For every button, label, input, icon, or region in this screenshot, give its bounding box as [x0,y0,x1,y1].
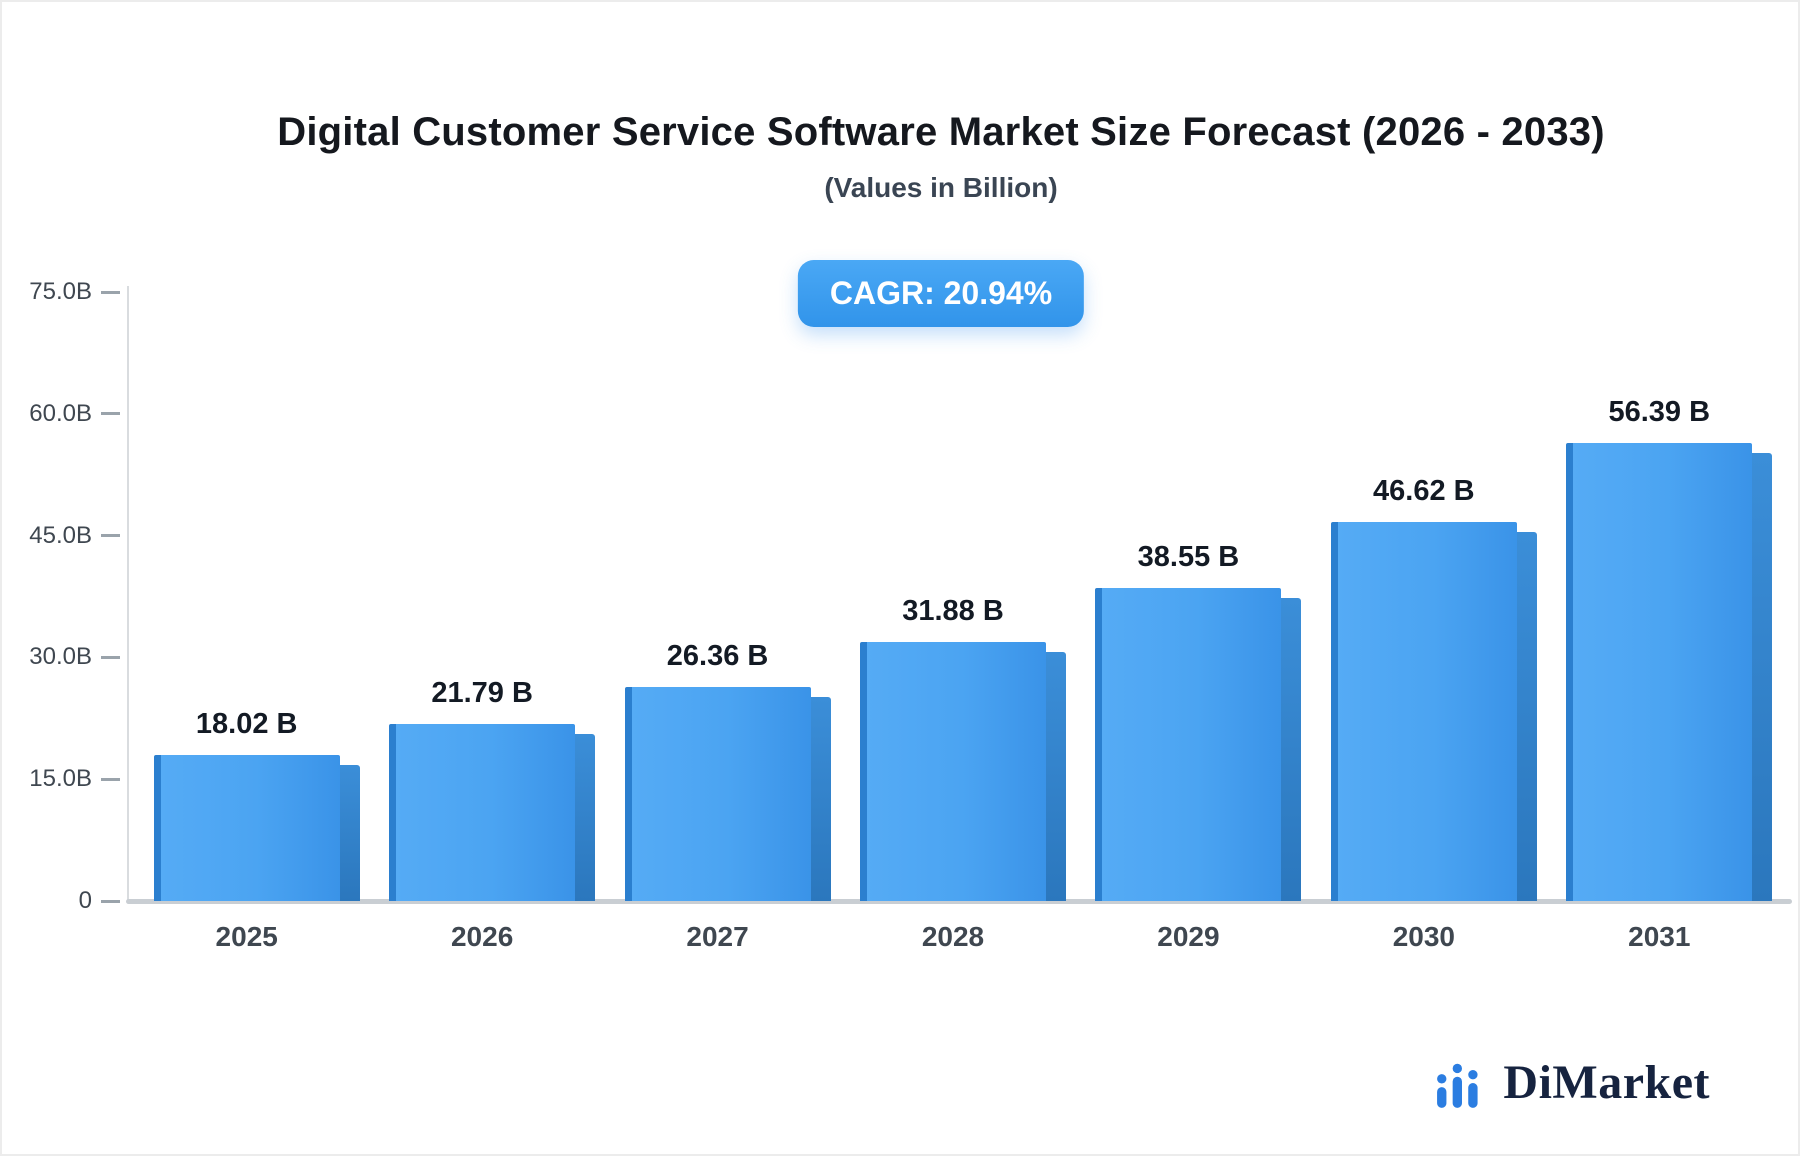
brand-name: DiMarket [1503,1056,1710,1109]
x-axis-label-2025: 2025 [215,921,278,952]
x-axis-label-2029: 2029 [1157,921,1220,952]
x-axis-label-2027: 2027 [686,921,749,952]
y-tick-mark [101,534,120,538]
y-tick-label: 60.0B [29,399,92,427]
y-tick-mark [101,412,120,416]
bar-3d-side-2029 [1281,597,1302,901]
cagr-badge: CAGR: 20.94% [797,260,1085,327]
x-axis-label-2026: 2026 [450,921,514,952]
y-tick-label: 45.0B [29,521,92,549]
bar-2031 [1566,443,1753,901]
bar-3d-side-2025 [339,764,360,901]
bar-2027 [624,686,811,901]
bar-value-label: 26.36 B [666,639,769,672]
bar-3d-side-2031 [1752,453,1773,901]
chart-subtitle: (Values in Billion) [824,172,1058,203]
y-tick-mark [101,655,120,659]
bar-3d-side-2030 [1516,532,1537,901]
bar-2028 [860,642,1046,901]
bar-3d-side-2028 [1046,652,1066,901]
chart-title: Digital Customer Service Software Market… [277,110,1605,154]
x-axis-label-2031: 2031 [1628,921,1691,952]
y-tick-mark [101,290,120,294]
y-axis-line [127,286,129,901]
bar-value-label: 46.62 B [1373,475,1475,508]
y-tick-mark [101,899,120,903]
bar-value-label: 21.79 B [431,677,533,710]
y-tick-label: 15.0B [29,765,92,793]
brand-logo: DiMarket [1435,1056,1710,1110]
y-tick-label: 0 [78,887,92,914]
bar-2030 [1330,522,1517,901]
y-tick-mark [101,777,120,781]
x-axis-line [126,899,1792,904]
x-axis-label-2030: 2030 [1392,921,1455,952]
bar-value-label: 38.55 B [1137,540,1240,573]
y-tick-label: 75.0B [29,278,92,305]
bar-chart-logo-icon [1437,1063,1478,1108]
bar-3d-side-2027 [810,696,831,901]
y-tick-label: 30.0B [29,643,92,671]
bar-value-label: 31.88 B [902,595,1004,628]
bar-2026 [389,724,576,901]
bar-value-label: 56.39 B [1608,396,1711,429]
bar-2029 [1095,587,1282,901]
x-axis-label-2028: 2028 [921,921,985,952]
bar-3d-side-2026 [575,734,596,901]
bar-2025 [153,754,340,901]
bar-value-label: 18.02 B [195,707,298,740]
